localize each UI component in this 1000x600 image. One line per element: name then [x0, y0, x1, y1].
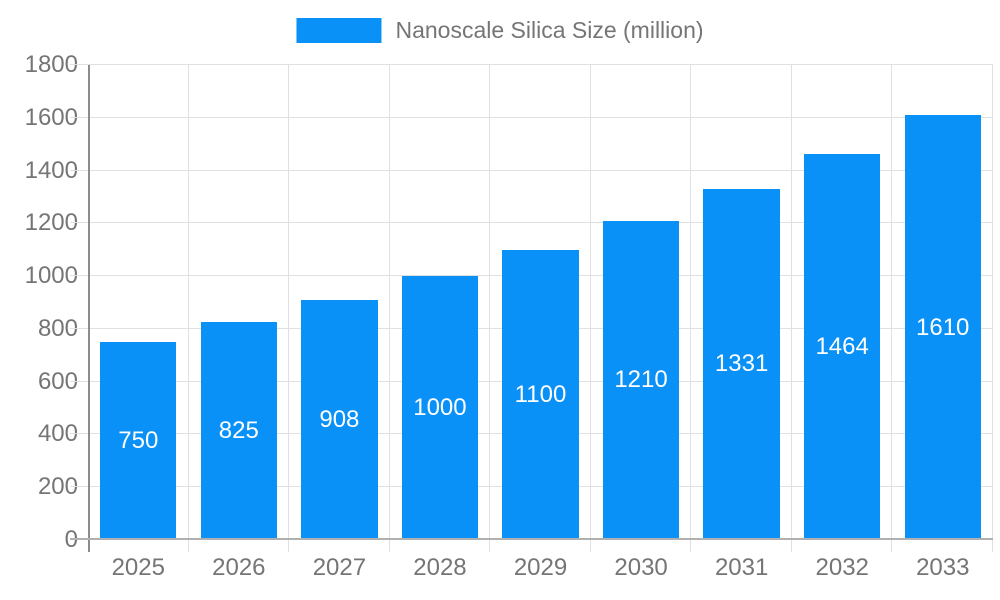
bar-cell: 1100	[490, 65, 591, 540]
x-tick-label: 2032	[815, 554, 869, 581]
x-axis-labels: 2025 2026 2027 2028 2029 2030 2031 2032 2033	[88, 554, 993, 582]
y-gridline	[70, 222, 993, 224]
bar-value-label: 1000	[413, 394, 467, 422]
bar-value-label: 825	[218, 417, 259, 445]
x-gridline	[388, 65, 390, 552]
y-gridline	[70, 116, 993, 118]
bar-cell: 908	[289, 65, 390, 540]
bar: 1464	[803, 153, 881, 540]
x-gridline	[187, 65, 189, 552]
bar-value-label: 750	[118, 427, 159, 455]
bar-cell: 1610	[892, 65, 993, 540]
bar: 1100	[502, 249, 579, 540]
bar: 1610	[904, 115, 981, 540]
y-tick-label: 1400	[24, 156, 78, 184]
bar: 1331	[703, 188, 780, 540]
x-gridline	[790, 65, 792, 552]
x-tick-label: 2028	[413, 554, 467, 581]
x-gridline	[891, 65, 893, 552]
bar: 750	[100, 342, 177, 540]
bar-value-label: 1210	[614, 366, 668, 394]
x-tick-label: 2029	[513, 554, 568, 581]
y-tick-label: 1800	[24, 51, 78, 78]
legend-swatch	[296, 18, 382, 43]
bar-cell: 1000	[390, 65, 491, 540]
bar: 825	[200, 322, 278, 540]
bar-value-label: 1464	[815, 332, 869, 360]
bar-cell: 750	[88, 65, 189, 540]
bar-cell: 1331	[691, 65, 792, 540]
x-gridline	[288, 65, 290, 552]
bar-value-label: 908	[319, 406, 360, 434]
y-tick-label: 200	[37, 473, 78, 501]
y-tick-label: 600	[37, 367, 78, 395]
y-tick-label: 1200	[24, 209, 78, 237]
x-gridline	[589, 65, 591, 552]
x-gridline	[992, 65, 993, 552]
y-tick-label: 800	[37, 314, 78, 342]
x-gridline	[489, 65, 491, 552]
x-tick-label: 2026	[212, 554, 266, 581]
x-gridline	[690, 65, 692, 552]
plot-area: 750 825 908 1000 1100 1210 1331 1464 1610	[70, 64, 993, 552]
y-tick-label: 400	[37, 420, 78, 448]
legend: Nanoscale Silica Size (million)	[296, 17, 704, 44]
x-tick-label: 2025	[111, 554, 165, 581]
bar-cell: 1210	[591, 65, 692, 540]
y-tick-label: 0	[65, 528, 78, 552]
legend-label: Nanoscale Silica Size (million)	[395, 17, 704, 43]
x-axis-baseline	[70, 538, 993, 540]
x-tick-label: 2027	[312, 554, 367, 581]
bar-value-label: 1331	[714, 350, 769, 378]
y-axis-line	[88, 65, 90, 552]
bar-cell: 1464	[792, 65, 893, 540]
bar: 1000	[401, 276, 479, 540]
y-tick-label: 1000	[24, 262, 78, 290]
x-tick-label: 2030	[614, 554, 668, 581]
bar-value-label: 1610	[916, 313, 970, 341]
y-tick-label: 1600	[24, 103, 78, 131]
x-tick-label: 2031	[714, 554, 769, 581]
bar-value-label: 1100	[514, 380, 567, 408]
y-axis-labels: 0 200 400 600 800 1000 1200 1400 1600 1800	[0, 53, 78, 552]
bar: 908	[301, 300, 378, 540]
bar: 1210	[602, 220, 680, 540]
y-gridline	[70, 64, 993, 65]
y-gridline	[70, 169, 993, 171]
bar-cell: 825	[189, 65, 290, 540]
x-tick-label: 2033	[916, 554, 970, 581]
